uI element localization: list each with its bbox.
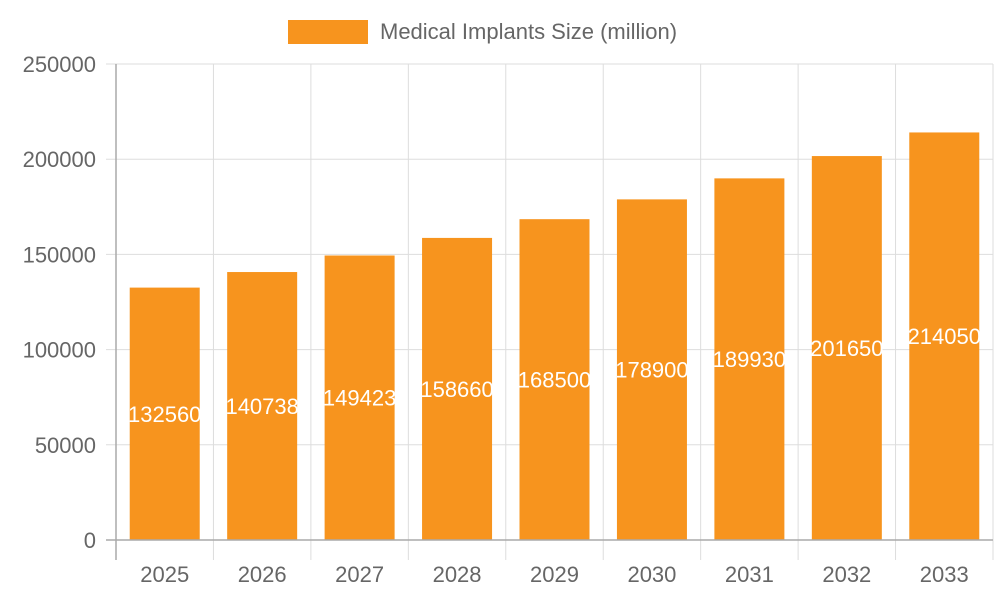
bar [324, 255, 395, 541]
bar [519, 219, 590, 540]
data-label: 140738 [225, 394, 298, 419]
y-tick-label: 100000 [23, 338, 96, 363]
data-label: 132560 [128, 402, 201, 427]
y-tick-label: 50000 [35, 433, 96, 458]
x-tick-label: 2033 [920, 562, 969, 587]
bars: 132560 140738 149423 158660 168500 178900 1899… [128, 132, 981, 541]
grid [106, 63, 994, 560]
data-label: 178900 [615, 358, 688, 383]
x-tick-label: 2028 [433, 562, 482, 587]
x-tick-label: 2025 [140, 562, 189, 587]
bar [616, 199, 687, 541]
bar [129, 287, 200, 540]
x-tick-label: 2027 [335, 562, 384, 587]
data-label: 158660 [420, 377, 493, 402]
y-tick-label: 0 [84, 528, 96, 553]
data-label: 201650 [810, 336, 883, 361]
x-tick-label: 2026 [238, 562, 287, 587]
y-tick-label: 200000 [23, 147, 96, 172]
x-tick-label: 2030 [627, 562, 676, 587]
legend[interactable]: Medical Implants Size (million) [288, 19, 677, 44]
y-tick-label: 150000 [23, 242, 96, 267]
data-label: 149423 [323, 386, 396, 411]
bar [422, 237, 493, 540]
x-tick-label: 2031 [725, 562, 774, 587]
bar [227, 272, 298, 540]
bar [714, 178, 785, 540]
data-label: 214050 [908, 324, 981, 349]
data-label: 189930 [713, 347, 786, 372]
x-tick-label: 2029 [530, 562, 579, 587]
bar [811, 156, 882, 540]
axes: 0 50000 100000 150000 200000 250000 2025 2026 20… [23, 52, 993, 587]
data-label: 168500 [518, 368, 591, 393]
x-tick-label: 2032 [822, 562, 871, 587]
y-tick-label: 250000 [23, 52, 96, 77]
bar [909, 132, 980, 541]
legend-label: Medical Implants Size (million) [380, 19, 677, 44]
legend-swatch [288, 20, 368, 44]
